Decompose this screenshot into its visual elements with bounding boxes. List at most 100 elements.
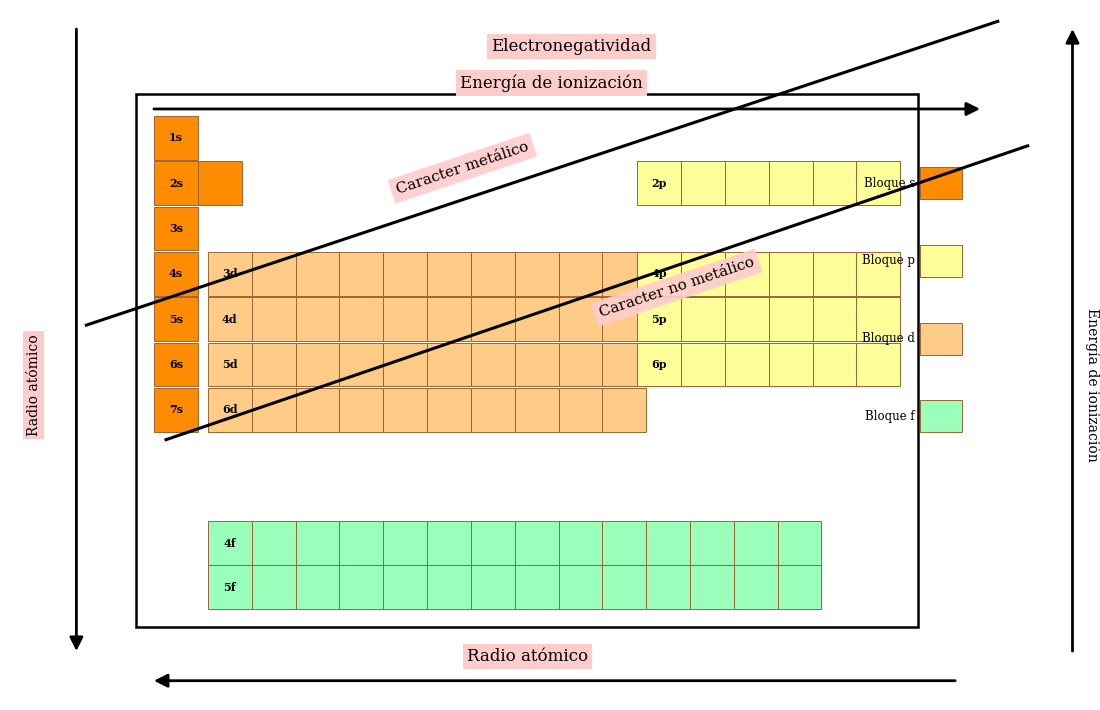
Text: Bloque d: Bloque d <box>862 332 915 345</box>
Bar <box>296 342 340 386</box>
Bar <box>340 521 383 565</box>
Bar <box>813 252 856 296</box>
Bar <box>637 342 681 386</box>
Bar <box>725 161 769 205</box>
Text: 4d: 4d <box>222 314 238 324</box>
Text: 2p: 2p <box>651 178 667 189</box>
Bar <box>515 388 559 432</box>
Bar <box>559 521 603 565</box>
Bar <box>515 297 559 341</box>
Bar <box>769 342 813 386</box>
Bar <box>427 565 471 609</box>
Bar <box>208 252 252 296</box>
Bar <box>637 252 681 296</box>
Text: 4f: 4f <box>223 537 236 549</box>
Bar <box>296 521 340 565</box>
Text: Energía de ionización: Energía de ionización <box>460 75 642 92</box>
Bar <box>427 342 471 386</box>
Bar <box>559 297 603 341</box>
Bar <box>340 388 383 432</box>
Bar <box>603 342 646 386</box>
Bar <box>603 252 646 296</box>
Bar <box>690 565 734 609</box>
Bar <box>920 400 961 432</box>
Bar <box>603 565 646 609</box>
Bar <box>813 342 856 386</box>
Text: 6p: 6p <box>651 359 667 370</box>
Bar <box>646 521 690 565</box>
Bar <box>681 161 725 205</box>
Text: Caracter metálico: Caracter metálico <box>395 140 530 197</box>
Bar <box>471 565 515 609</box>
Bar <box>154 116 198 160</box>
Text: 6s: 6s <box>169 359 183 370</box>
Bar <box>471 388 515 432</box>
Bar <box>681 342 725 386</box>
Text: 4p: 4p <box>651 268 667 279</box>
Bar <box>383 565 427 609</box>
Bar <box>778 565 822 609</box>
Bar <box>198 161 242 205</box>
Bar <box>920 245 961 277</box>
Bar <box>920 322 961 354</box>
Bar <box>637 297 681 341</box>
Text: Radio atómico: Radio atómico <box>26 334 41 436</box>
Bar <box>383 342 427 386</box>
Text: Bloque s: Bloque s <box>864 177 915 190</box>
Bar <box>154 388 198 432</box>
Bar <box>340 342 383 386</box>
Bar <box>681 297 725 341</box>
Bar <box>813 161 856 205</box>
Bar <box>813 297 856 341</box>
Bar <box>427 388 471 432</box>
Text: 3d: 3d <box>222 268 238 279</box>
Bar <box>383 252 427 296</box>
Bar <box>208 342 252 386</box>
Bar <box>252 521 296 565</box>
Bar <box>603 388 646 432</box>
Text: 5p: 5p <box>651 314 667 324</box>
Bar <box>681 252 725 296</box>
Bar <box>340 297 383 341</box>
Text: 5d: 5d <box>222 359 238 370</box>
Bar <box>208 521 252 565</box>
Text: 5f: 5f <box>223 581 236 593</box>
Bar <box>296 388 340 432</box>
Text: Bloque f: Bloque f <box>866 410 915 422</box>
Bar <box>856 252 900 296</box>
Bar <box>252 342 296 386</box>
Bar <box>603 297 646 341</box>
Bar <box>340 252 383 296</box>
Text: Bloque p: Bloque p <box>862 254 915 268</box>
Bar <box>559 342 603 386</box>
Bar <box>252 252 296 296</box>
Bar <box>856 161 900 205</box>
Bar <box>383 521 427 565</box>
Bar <box>725 297 769 341</box>
Text: Energía de ionización: Energía de ionización <box>1085 308 1100 462</box>
Bar <box>154 161 198 205</box>
Bar <box>646 565 690 609</box>
Bar <box>252 388 296 432</box>
Bar <box>725 342 769 386</box>
Bar <box>471 521 515 565</box>
Text: 6d: 6d <box>222 404 238 415</box>
Bar <box>515 521 559 565</box>
Bar <box>154 297 198 341</box>
Bar <box>383 388 427 432</box>
Bar <box>208 297 252 341</box>
Bar <box>734 565 778 609</box>
Bar <box>559 565 603 609</box>
Bar <box>252 297 296 341</box>
Bar <box>427 297 471 341</box>
Bar <box>690 521 734 565</box>
Bar <box>208 388 252 432</box>
Text: Electronegatividad: Electronegatividad <box>492 38 651 55</box>
Bar <box>559 252 603 296</box>
Bar <box>856 342 900 386</box>
Bar <box>515 342 559 386</box>
Text: 2s: 2s <box>169 178 183 189</box>
Text: 5s: 5s <box>169 314 183 324</box>
Text: Caracter no metálico: Caracter no metálico <box>597 256 756 320</box>
Bar <box>471 252 515 296</box>
